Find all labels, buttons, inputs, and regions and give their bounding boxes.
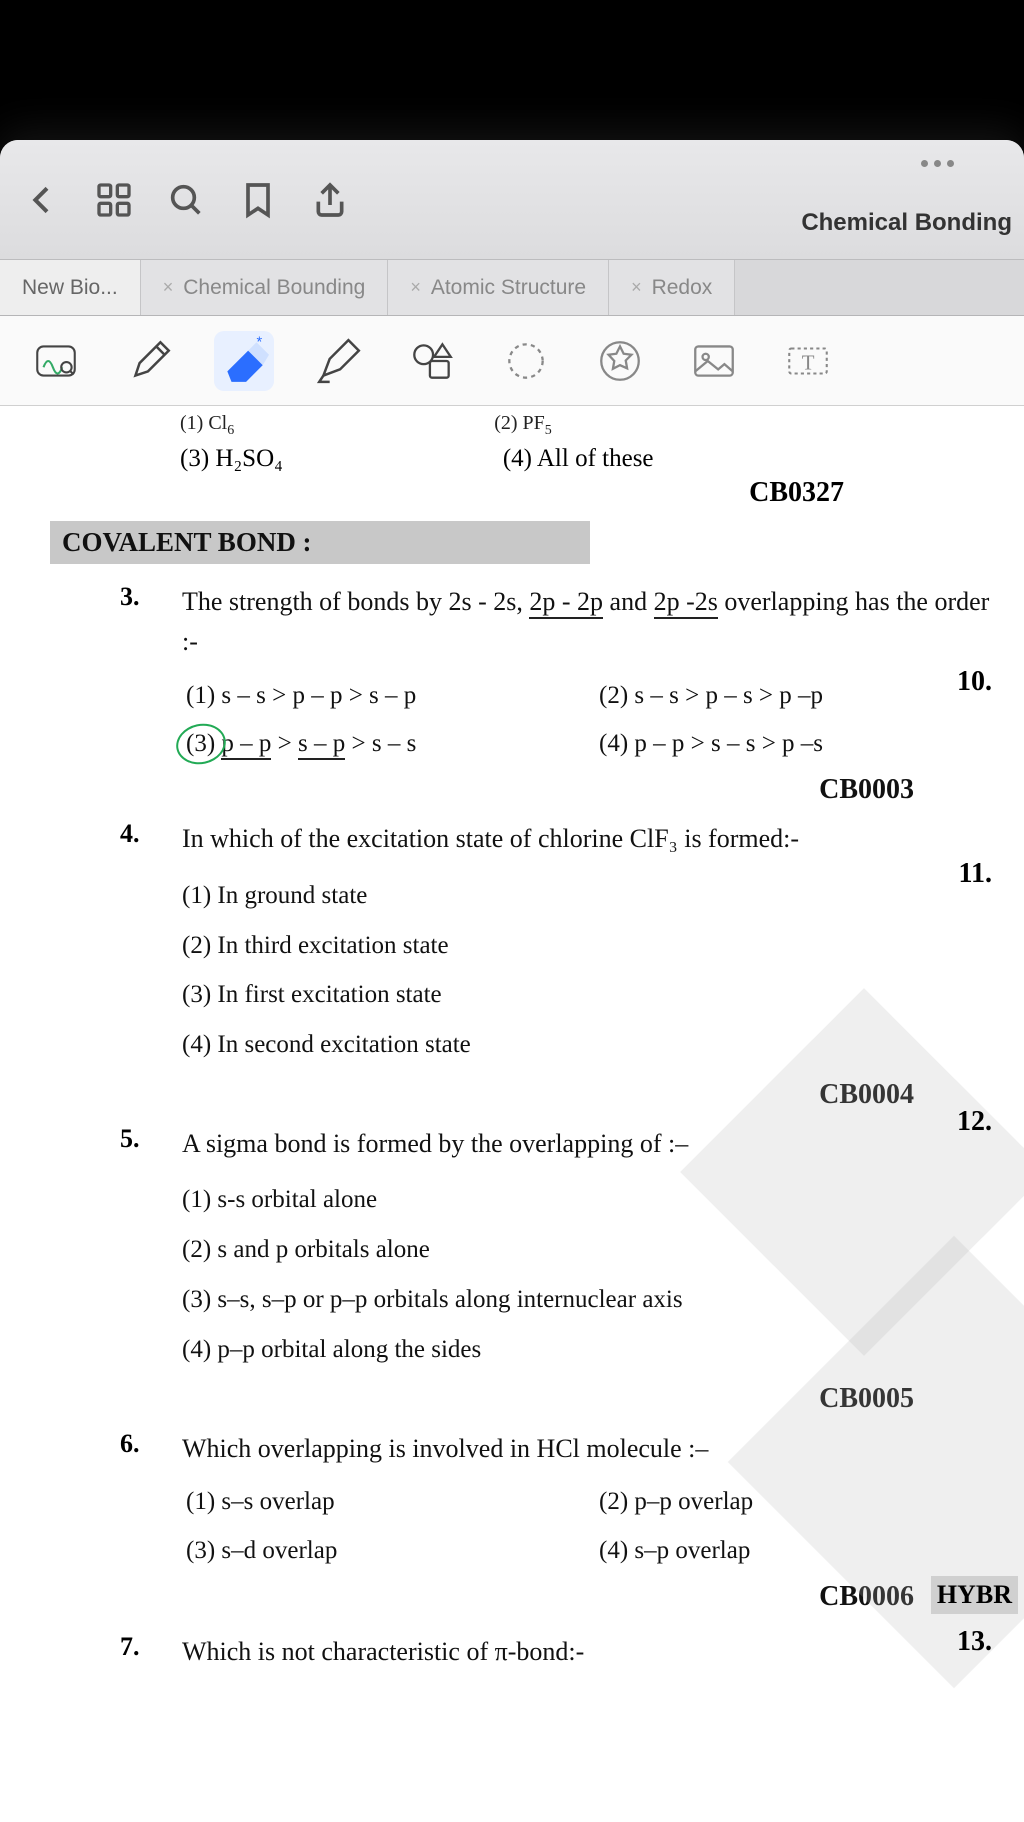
side-number: 11. bbox=[959, 858, 992, 890]
top-toolbar: Chemical Bonding bbox=[0, 140, 1024, 260]
image-icon[interactable] bbox=[684, 331, 744, 391]
side-number: 12. bbox=[957, 1106, 992, 1138]
stamp-icon[interactable] bbox=[590, 331, 650, 391]
option-text: (4) p–p orbital along the sides bbox=[182, 1328, 994, 1372]
question: 4. In which of the excitation state of c… bbox=[120, 819, 994, 1116]
option-text: (1) s-s orbital alone bbox=[182, 1178, 994, 1222]
option-text: (3) s–s, s–p or p–p orbitals along inter… bbox=[182, 1278, 994, 1322]
eraser-icon[interactable]: * bbox=[214, 331, 274, 391]
tab-label: Atomic Structure bbox=[431, 276, 586, 300]
grid-icon[interactable] bbox=[92, 178, 136, 222]
question-number: 3. bbox=[120, 582, 154, 811]
option-text: (3) s–d overlap bbox=[186, 1532, 581, 1571]
zoom-handwriting-icon[interactable] bbox=[26, 331, 86, 391]
tab-label: Chemical Bounding bbox=[183, 276, 365, 300]
option-text: (2) p–p overlap bbox=[599, 1483, 994, 1522]
question-number: 5. bbox=[120, 1124, 154, 1421]
search-icon[interactable] bbox=[164, 178, 208, 222]
close-icon[interactable]: × bbox=[410, 277, 421, 298]
question: 3. The strength of bonds by 2s - 2s, 2p … bbox=[120, 582, 994, 811]
side-number: 10. bbox=[957, 666, 992, 698]
side-label: HYBR bbox=[931, 1576, 1018, 1614]
side-number: 13. bbox=[957, 1626, 992, 1658]
more-icon[interactable] bbox=[921, 160, 954, 167]
shapes-icon[interactable] bbox=[402, 331, 462, 391]
close-icon[interactable]: × bbox=[163, 277, 174, 298]
tab-atomic-structure[interactable]: × Atomic Structure bbox=[388, 260, 609, 315]
question-text: In which of the excitation state of chlo… bbox=[182, 824, 799, 853]
back-icon[interactable] bbox=[20, 178, 64, 222]
question: 5. A sigma bond is formed by the overlap… bbox=[120, 1124, 994, 1421]
page-title: Chemical Bonding bbox=[801, 209, 1012, 237]
question-text: A sigma bond is formed by the overlappin… bbox=[182, 1129, 688, 1158]
tab-label: New Bio... bbox=[22, 276, 118, 300]
option-text: (1) s – s > p – p > s – p bbox=[186, 677, 581, 716]
option-text: (4) All of these bbox=[503, 445, 654, 473]
question-code: CB0005 bbox=[182, 1377, 914, 1420]
app-window: Chemical Bonding New Bio... × Chemical Bo… bbox=[0, 140, 1024, 1822]
question-number: 7. bbox=[120, 1632, 154, 1672]
tab-label: Redox bbox=[652, 276, 713, 300]
option-text: (2) s – s > p – s > p –p bbox=[599, 677, 994, 716]
tab-new-bio[interactable]: New Bio... bbox=[0, 260, 141, 315]
close-icon[interactable]: × bbox=[631, 277, 642, 298]
tab-redox[interactable]: × Redox bbox=[609, 260, 735, 315]
section-heading: COVALENT BOND : bbox=[50, 521, 590, 564]
option-text: (3) In first excitation state bbox=[182, 973, 994, 1017]
option-text: (4) s–p overlap bbox=[599, 1532, 994, 1571]
option-fragment: (1) Cl6 bbox=[180, 412, 234, 439]
text-box-icon[interactable]: T bbox=[778, 331, 838, 391]
option-text: (2) In third excitation state bbox=[182, 924, 994, 968]
lasso-icon[interactable] bbox=[496, 331, 556, 391]
question: 7. Which is not characteristic of π-bond… bbox=[120, 1632, 994, 1672]
option-text: (3) p – p > s – p > s – s bbox=[186, 725, 581, 764]
option-text: (1) s–s overlap bbox=[186, 1483, 581, 1522]
svg-text:T: T bbox=[802, 350, 815, 374]
tab-bar: New Bio... × Chemical Bounding × Atomic St… bbox=[0, 260, 1024, 316]
option-fragment: (2) PF5 bbox=[494, 412, 552, 439]
question: 6. Which overlapping is involved in HCl … bbox=[120, 1429, 994, 1618]
option-text: (4) In second excitation state bbox=[182, 1023, 994, 1067]
svg-text:*: * bbox=[257, 336, 263, 350]
question-number: 4. bbox=[120, 819, 154, 1116]
bookmark-icon[interactable] bbox=[236, 178, 280, 222]
question-text: Which overlapping is involved in HCl mol… bbox=[182, 1434, 708, 1463]
question-code: CB0003 bbox=[182, 768, 914, 811]
document-content: (1) Cl6 (2) PF5 (3) H₂SO₄ (4) All of the… bbox=[0, 406, 1024, 1822]
tab-chemical-bounding[interactable]: × Chemical Bounding bbox=[141, 260, 389, 315]
option-text: (2) s and p orbitals alone bbox=[182, 1228, 994, 1272]
question-code: CB0006 bbox=[182, 1575, 914, 1618]
question-text: Which is not characteristic of π-bond:- bbox=[182, 1637, 584, 1666]
question-number: 6. bbox=[120, 1429, 154, 1618]
option-text: (4) p – p > s – s > p –s bbox=[599, 725, 994, 764]
annotation-toolbar: * T bbox=[0, 316, 1024, 406]
option-text: (1) In ground state bbox=[182, 874, 994, 918]
question-code: CB0327 bbox=[120, 477, 844, 509]
pen-icon[interactable] bbox=[120, 331, 180, 391]
question-code: CB0004 bbox=[182, 1073, 914, 1116]
question-text: The strength of bonds by 2s - 2s, 2p - 2… bbox=[182, 587, 989, 656]
highlighter-icon[interactable] bbox=[308, 331, 368, 391]
option-text: (3) H₂SO₄ bbox=[180, 445, 283, 473]
share-icon[interactable] bbox=[308, 178, 352, 222]
